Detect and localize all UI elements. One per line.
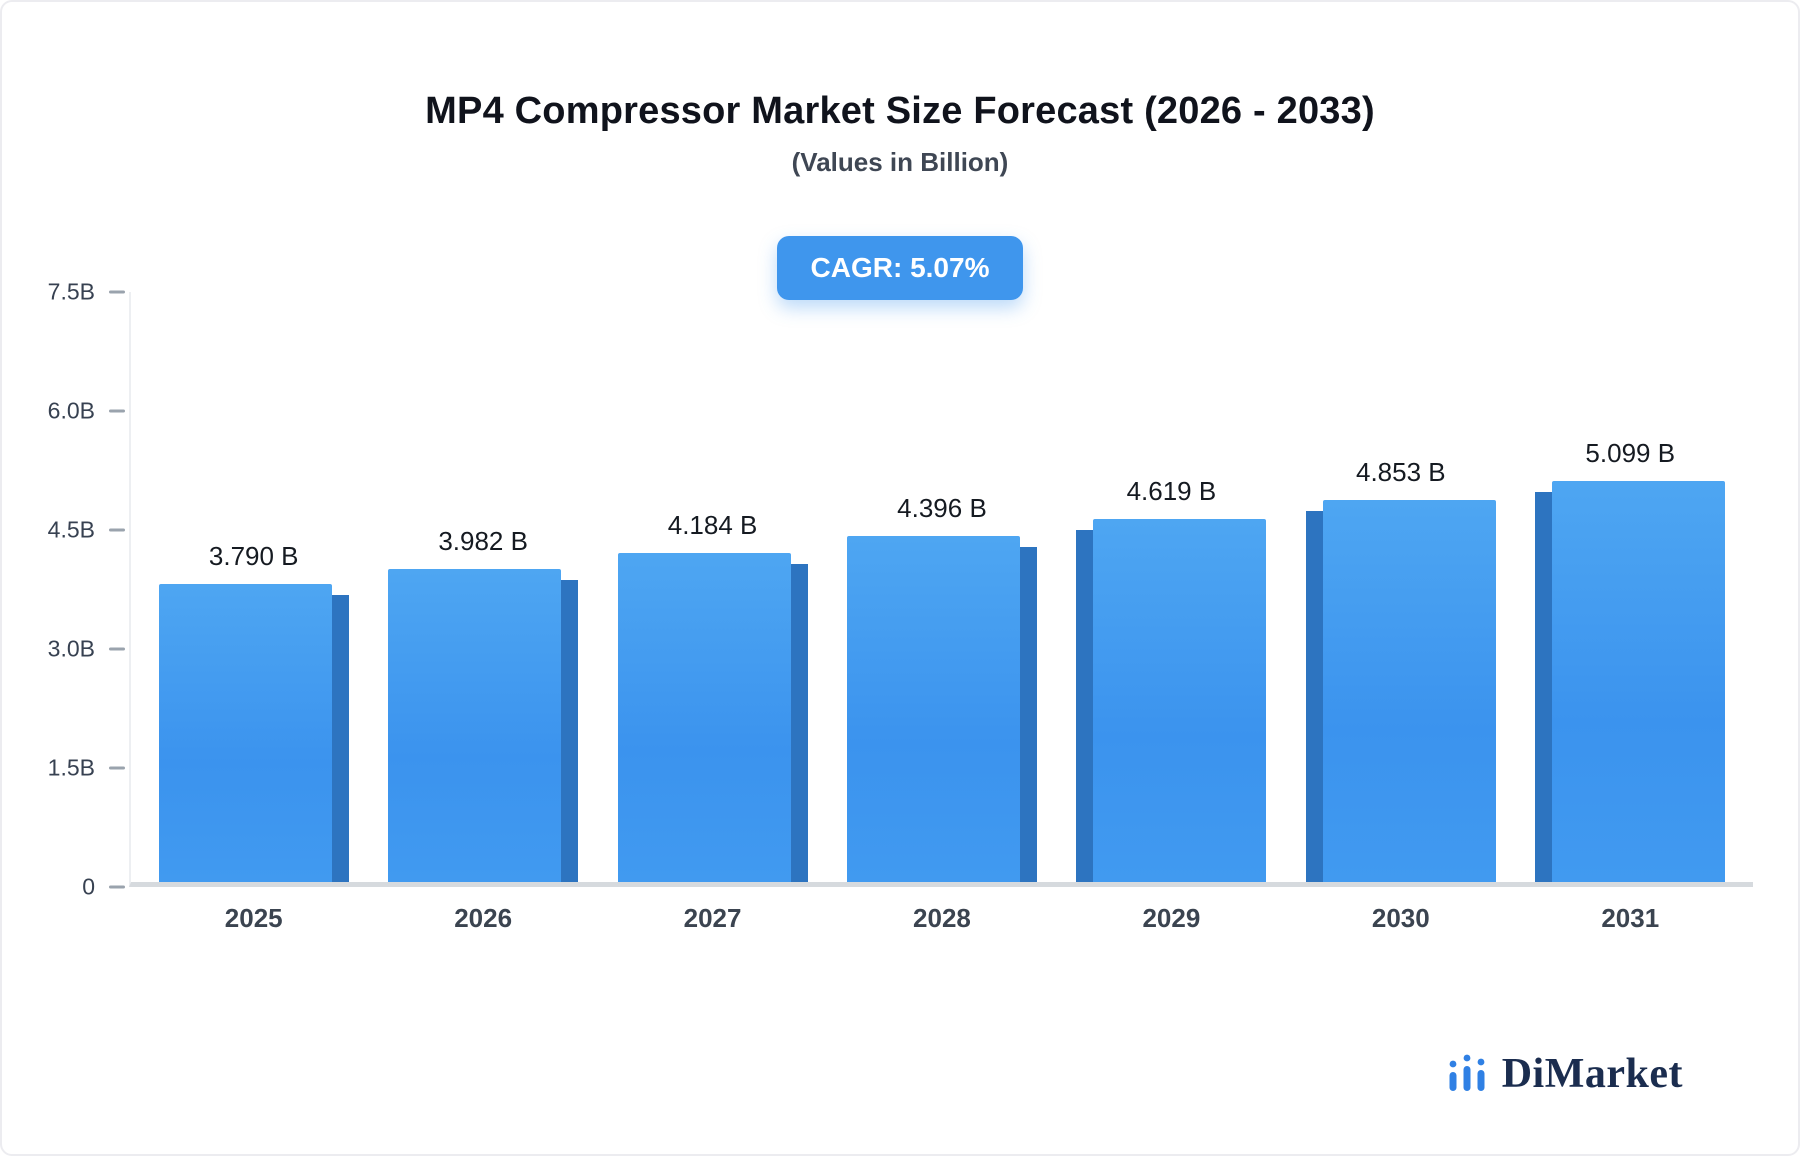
cagr-badge-row: CAGR: 5.07% xyxy=(2,236,1798,300)
bar[interactable] xyxy=(846,536,1037,882)
x-axis-label: 2028 xyxy=(913,903,971,933)
y-tick-mark xyxy=(109,528,125,532)
y-tick-label: 3.0B xyxy=(47,635,95,662)
chart-title: MP4 Compressor Market Size Forecast (202… xyxy=(425,90,1375,132)
y-tick-label: 7.5B xyxy=(47,278,95,305)
y-tick-label: 6.0B xyxy=(47,397,95,424)
bar[interactable] xyxy=(1076,518,1267,882)
y-tick-mark xyxy=(109,290,125,294)
y-tick: 1.5B xyxy=(48,755,125,782)
y-tick: 6.0B xyxy=(48,398,125,425)
bar[interactable] xyxy=(1535,480,1726,882)
y-tick: 4.5B xyxy=(48,517,125,544)
bar[interactable] xyxy=(388,568,579,882)
y-tick-label: 4.5B xyxy=(47,516,95,543)
y-tick-label: 0 xyxy=(82,873,95,900)
plot-area: 3.790 B 2025 3.982 B 2026 4.184 B 2027 4.396 B… xyxy=(129,292,1753,933)
y-tick: 3.0B xyxy=(48,636,125,663)
bar-value-label: 3.982 B xyxy=(438,525,528,556)
bar[interactable] xyxy=(1305,500,1496,882)
x-axis-label: 2031 xyxy=(1601,903,1660,933)
bar-value-label: 3.790 B xyxy=(208,540,299,571)
bar[interactable] xyxy=(158,583,349,882)
y-tick-mark xyxy=(109,885,125,889)
x-axis-label: 2027 xyxy=(683,903,742,933)
y-axis: 0 1.5B 3.0B 4.5B 6.0B 7.5B xyxy=(37,279,129,900)
bar-value-label: 4.184 B xyxy=(667,509,758,540)
x-axis-label: 2025 xyxy=(224,903,283,933)
bar-group: 3.790 B 2025 xyxy=(139,292,368,933)
x-axis-label: 2030 xyxy=(1371,903,1430,933)
bar-value-label: 4.853 B xyxy=(1356,457,1446,488)
x-axis-label: 2026 xyxy=(454,903,513,933)
bar-value-label: 5.099 B xyxy=(1585,437,1676,468)
bar-group: 4.396 B 2028 xyxy=(827,292,1056,933)
bar-group: 4.184 B 2027 xyxy=(598,292,827,933)
x-axis-label: 2029 xyxy=(1142,903,1201,933)
bar-chart: 0 1.5B 3.0B 4.5B 6.0B 7.5B 3.790 B 2025 3.982 B… xyxy=(37,279,1753,933)
dimarket-logo-icon xyxy=(1444,1051,1490,1097)
y-tick: 0 xyxy=(82,874,125,901)
y-tick-mark xyxy=(109,647,125,651)
bar-group: 5.099 B 2031 xyxy=(1516,292,1745,933)
y-tick: 7.5B xyxy=(48,279,125,306)
chart-subtitle: (Values in Billion) xyxy=(791,147,1009,177)
y-tick-label: 1.5B xyxy=(47,754,95,781)
y-tick-mark xyxy=(109,766,125,770)
bar-value-label: 4.396 B xyxy=(897,493,987,524)
cagr-badge: CAGR: 5.07% xyxy=(776,236,1024,300)
bar-group: 3.982 B 2026 xyxy=(368,292,597,933)
dimarket-logo: DiMarket xyxy=(1444,1050,1683,1098)
bar[interactable] xyxy=(617,552,808,882)
bar-value-label: 4.619 B xyxy=(1126,475,1217,506)
dimarket-logo-text: DiMarket xyxy=(1501,1051,1683,1097)
bar-group: 4.853 B 2030 xyxy=(1286,292,1515,933)
bar-group: 4.619 B 2029 xyxy=(1057,292,1286,933)
y-tick-mark xyxy=(109,409,125,413)
